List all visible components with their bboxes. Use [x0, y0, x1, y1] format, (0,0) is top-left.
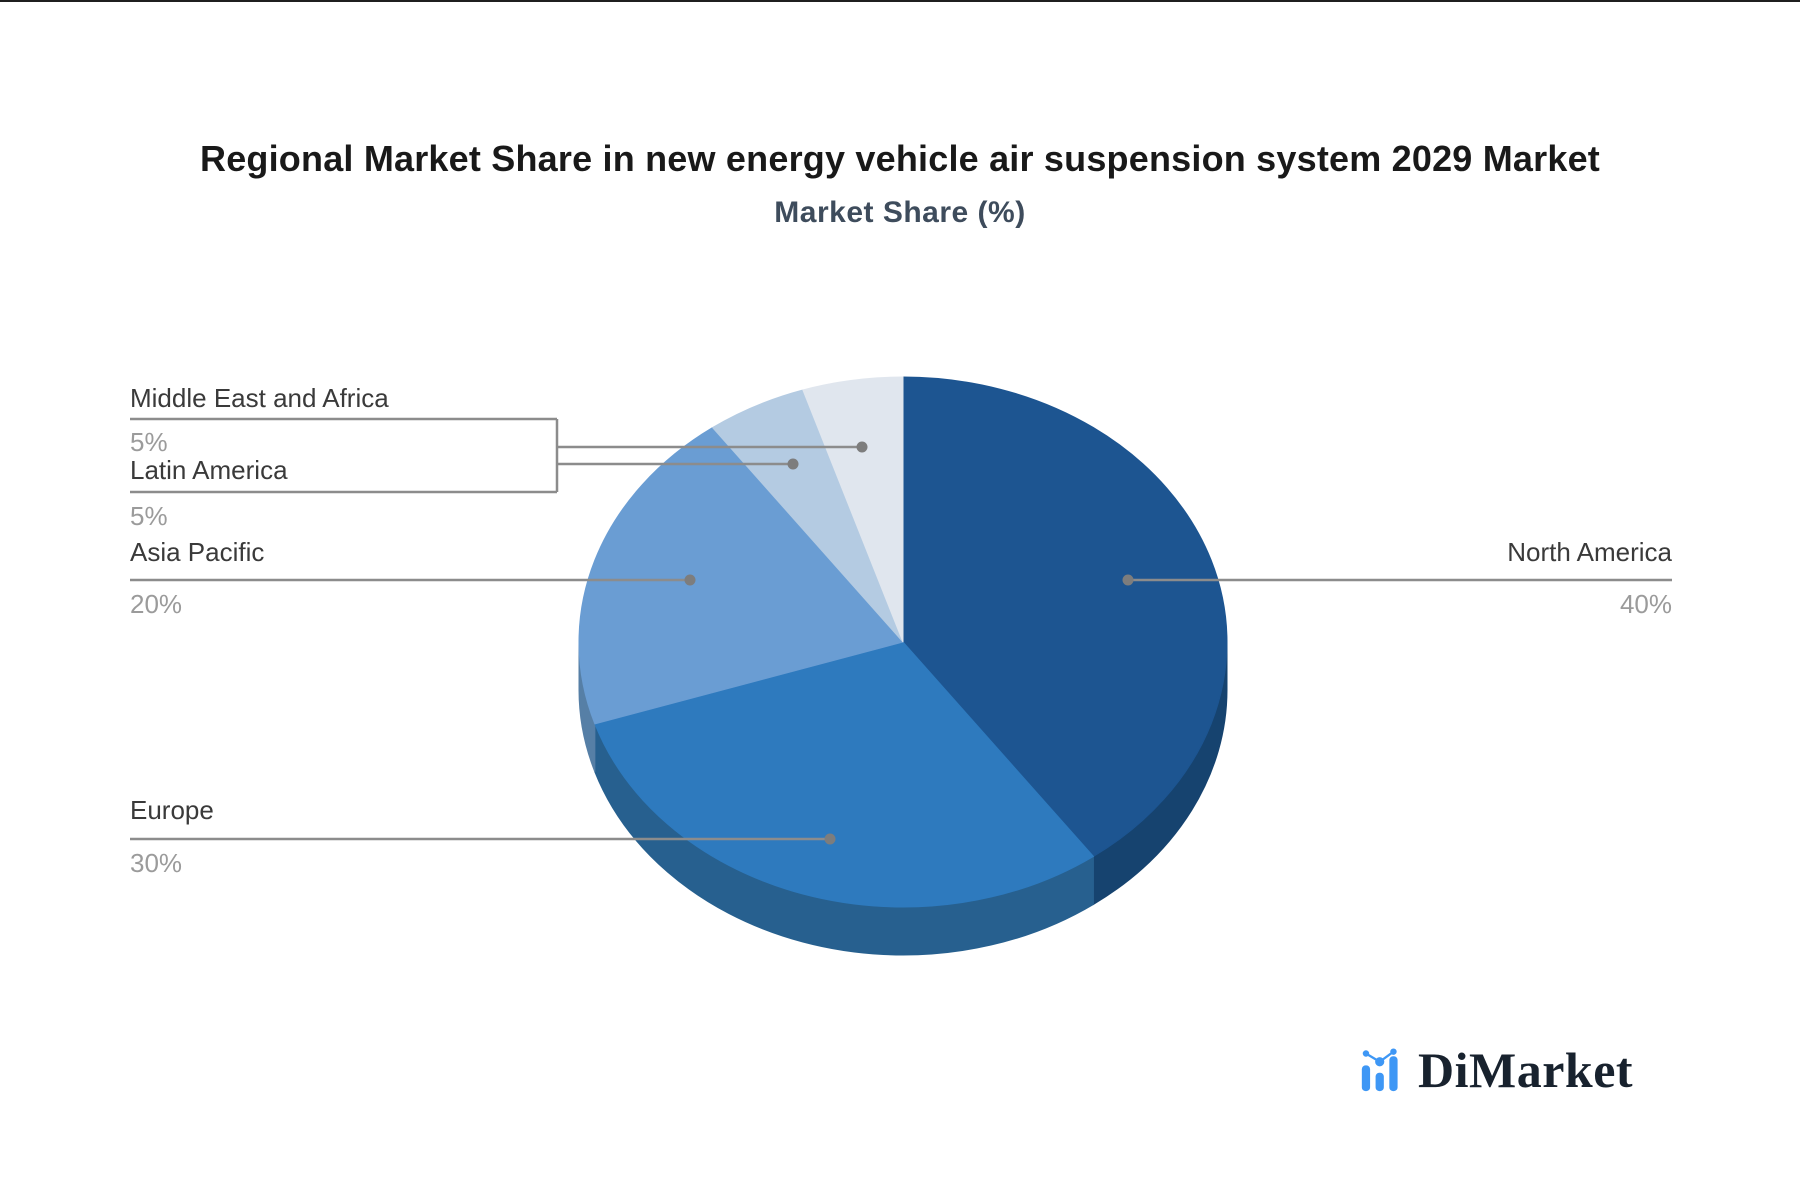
pie-slice-asia-pacific[interactable] — [578, 426, 904, 725]
callout-value-north-america: 40% — [1619, 589, 1672, 619]
pie-slice-middle-east-and-africa[interactable] — [802, 376, 904, 643]
callout-value-europe: 30% — [130, 848, 183, 878]
pie-slice-north-america[interactable] — [902, 376, 1228, 858]
callout-label-middle-east-and-africa: Middle East and Africa — [130, 383, 389, 413]
dimarket-logo: DiMarket — [1360, 1038, 1633, 1102]
callout-label-asia-pacific: Asia Pacific — [130, 537, 265, 567]
callout-value-middle-east-and-africa: 5% — [130, 427, 168, 457]
pie-slice-europe[interactable] — [594, 641, 1095, 908]
callout-label-north-america: North America — [1507, 537, 1672, 567]
callout-value-asia-pacific: 20% — [130, 589, 183, 619]
callout-anchor-dot — [787, 458, 799, 470]
bar-chart-with-dots-icon — [1361, 1048, 1398, 1092]
callout-anchor-dot — [1122, 574, 1134, 586]
callout-anchor-dot — [856, 441, 868, 453]
chart-subtitle: Market Share (%) — [774, 196, 1026, 229]
callout-label-latin-america: Latin America — [130, 455, 288, 485]
dimarket-logo-text: DiMarket — [1418, 1042, 1634, 1098]
chart-title: Regional Market Share in new energy vehi… — [200, 138, 1600, 179]
callout-label-europe: Europe — [130, 795, 214, 825]
callout-anchor-dot — [684, 574, 696, 586]
callout-value-latin-america: 5% — [130, 501, 168, 531]
callout-anchor-dot — [824, 833, 836, 845]
